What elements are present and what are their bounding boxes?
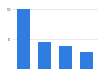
- Bar: [80, 52, 93, 69]
- Bar: [17, 10, 30, 69]
- Bar: [59, 46, 72, 69]
- Bar: [38, 42, 51, 69]
